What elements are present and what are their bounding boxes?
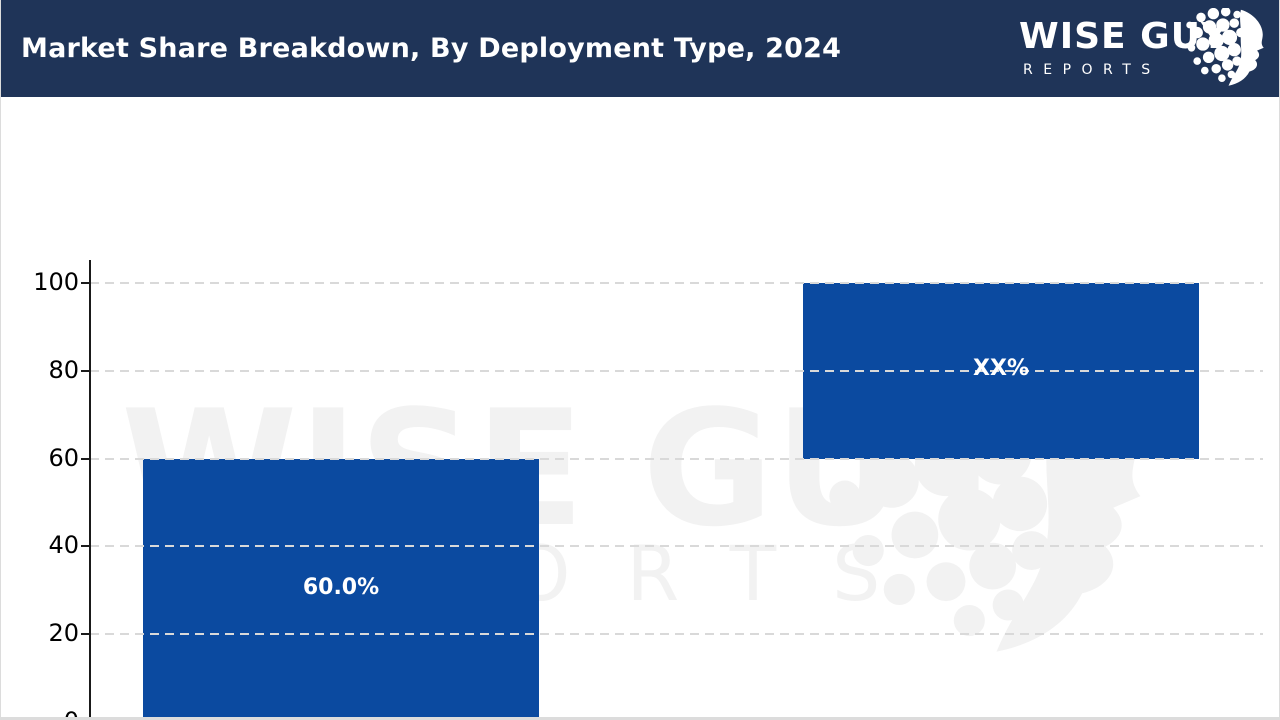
y-axis-tick-label: 60	[48, 443, 79, 472]
gridline-y100	[90, 282, 1263, 284]
y-axis-tick-label: 40	[48, 531, 79, 560]
gridline-y20	[90, 633, 1263, 636]
dotted-head-icon	[1186, 8, 1264, 86]
y-axis-tick-label: 100	[33, 268, 79, 296]
y-tick-mark	[81, 545, 90, 548]
bar-chart: WISE GUY REPORTS 02040608010060.0%XX%Clo…	[1, 97, 1279, 717]
gridline-y60	[90, 457, 1263, 460]
y-tick-mark	[81, 457, 90, 460]
bar-value-label: 60.0%	[302, 575, 380, 601]
y-tick-mark	[81, 369, 90, 372]
y-axis-tick-label: 0	[19, 707, 79, 717]
bar-cloud-based	[143, 458, 539, 717]
wise-guy-reports-logo: WISE GUY REPORTS	[1019, 8, 1264, 86]
gridline-y40	[90, 545, 1263, 548]
y-axis-tick-label: 20	[48, 619, 79, 648]
y-tick-mark	[81, 282, 90, 284]
bar-value-label: XX%	[973, 355, 1029, 381]
logo-wordmark-line2: REPORTS	[1023, 62, 1161, 78]
y-axis-spine	[89, 260, 91, 717]
y-axis-tick-label: 80	[48, 355, 79, 384]
header-bar: Market Share Breakdown, By Deployment Ty…	[1, 0, 1279, 97]
y-tick-mark	[81, 633, 90, 636]
page-title: Market Share Breakdown, By Deployment Ty…	[21, 33, 842, 64]
gridline-y80	[90, 369, 1263, 372]
